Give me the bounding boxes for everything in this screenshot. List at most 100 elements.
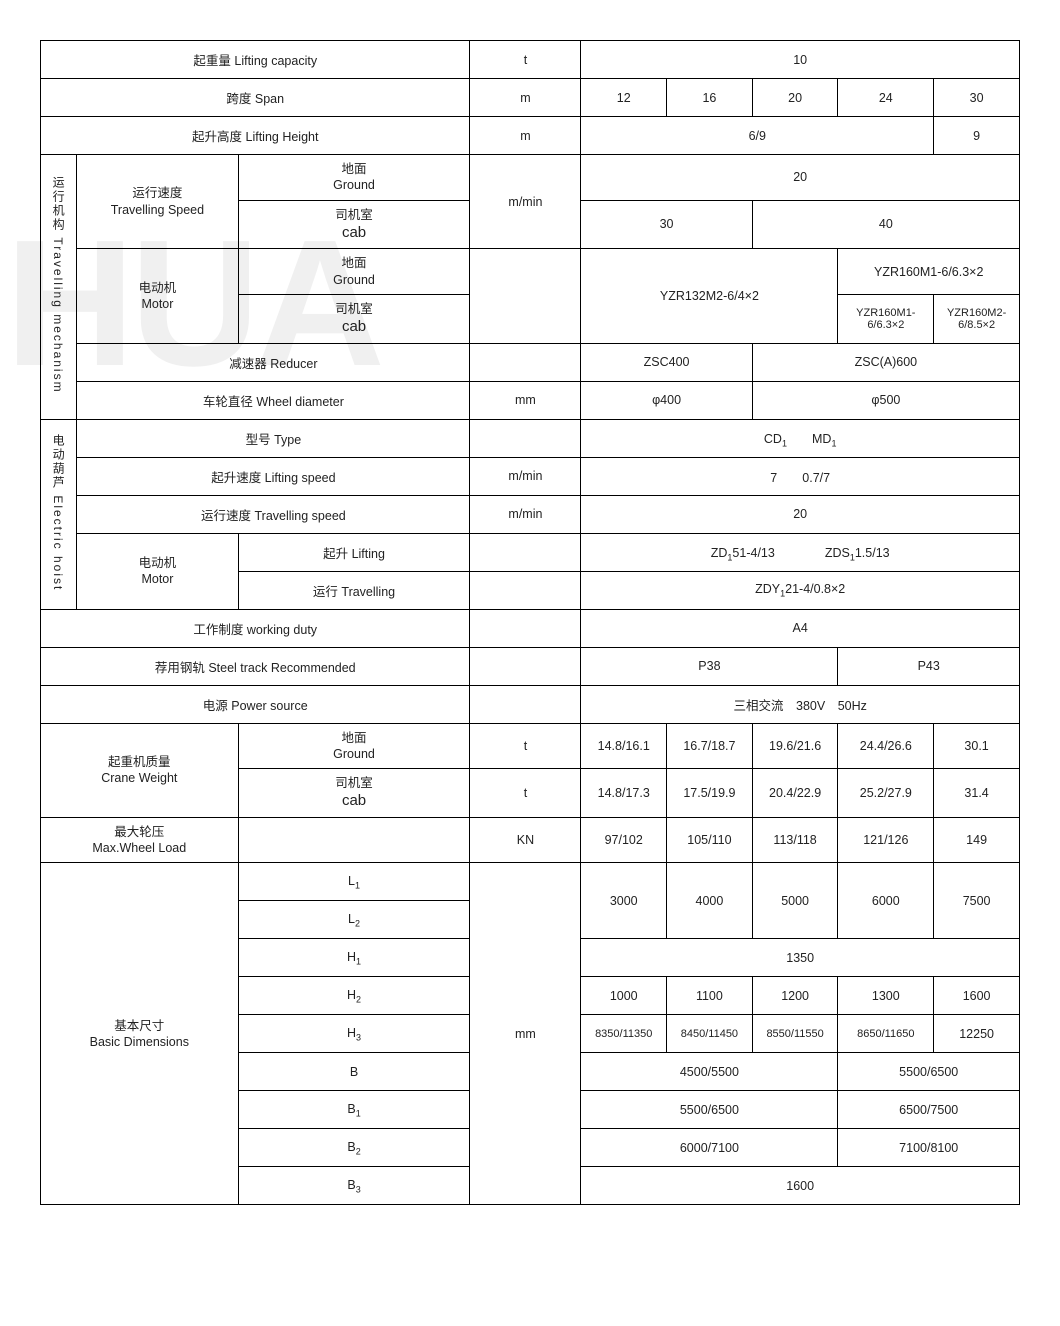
v: 8650/11650 bbox=[838, 1015, 934, 1053]
v: 97/102 bbox=[581, 817, 667, 863]
dim-B2: B2 bbox=[238, 1129, 470, 1167]
v: 20 bbox=[752, 79, 838, 117]
weight-label: 起重机质量Crane Weight bbox=[41, 723, 239, 817]
cab-label: 司机室cab bbox=[238, 294, 470, 343]
v: 4000 bbox=[667, 863, 753, 939]
wheel-d-label: 车轮直径 Wheel diameter bbox=[77, 381, 470, 419]
wheel-load-label: 最大轮压Max.Wheel Load bbox=[41, 817, 239, 863]
v: ZD151-4/13 ZDS11.5/13 bbox=[581, 533, 1020, 571]
lifting-capacity-label: 起重量 Lifting capacity bbox=[41, 41, 470, 79]
v: 24 bbox=[838, 79, 934, 117]
v: 1350 bbox=[581, 939, 1020, 977]
lift-height-label: 起升高度 Lifting Height bbox=[41, 117, 470, 155]
v: 14.8/16.1 bbox=[581, 723, 667, 769]
v: 7500 bbox=[934, 863, 1020, 939]
motor-label: 电动机Motor bbox=[77, 249, 238, 343]
v: 12250 bbox=[934, 1015, 1020, 1053]
v: 8450/11450 bbox=[667, 1015, 753, 1053]
v: 5500/6500 bbox=[581, 1091, 838, 1129]
dim-H1: H1 bbox=[238, 939, 470, 977]
v: P38 bbox=[581, 647, 838, 685]
type-label: 型号 Type bbox=[77, 419, 470, 457]
v: φ500 bbox=[752, 381, 1019, 419]
v: 1100 bbox=[667, 977, 753, 1015]
v: YZR160M2-6/8.5×2 bbox=[934, 294, 1020, 343]
v: 6500/7500 bbox=[838, 1091, 1020, 1129]
v: 6000 bbox=[838, 863, 934, 939]
blank bbox=[238, 817, 470, 863]
duty-label: 工作制度 working duty bbox=[41, 609, 470, 647]
v: 1000 bbox=[581, 977, 667, 1015]
v: 3000 bbox=[581, 863, 667, 939]
lifting-label: 起升 Lifting bbox=[238, 533, 470, 571]
v: 5500/6500 bbox=[838, 1053, 1020, 1091]
unit bbox=[470, 249, 581, 343]
v: 6/9 bbox=[581, 117, 934, 155]
unit: mm bbox=[470, 381, 581, 419]
v: ZDY121-4/0.8×2 bbox=[581, 571, 1020, 609]
unit: m/min bbox=[470, 155, 581, 249]
v: 30 bbox=[934, 79, 1020, 117]
v: 7 0.7/7 bbox=[581, 457, 1020, 495]
dim-L2: L2 bbox=[238, 901, 470, 939]
span-label: 跨度 Span bbox=[41, 79, 470, 117]
dim-B1: B1 bbox=[238, 1091, 470, 1129]
v: 113/118 bbox=[752, 817, 838, 863]
v: 31.4 bbox=[934, 769, 1020, 818]
cab-label: 司机室cab bbox=[238, 769, 470, 818]
dims-label: 基本尺寸Basic Dimensions bbox=[41, 863, 239, 1205]
unit: KN bbox=[470, 817, 581, 863]
v: 30 bbox=[581, 200, 752, 249]
unit bbox=[470, 571, 581, 609]
v: 4500/5500 bbox=[581, 1053, 838, 1091]
v: 149 bbox=[934, 817, 1020, 863]
unit: t bbox=[470, 723, 581, 769]
v: φ400 bbox=[581, 381, 752, 419]
v: 16.7/18.7 bbox=[667, 723, 753, 769]
ground-label: 地面Ground bbox=[238, 155, 470, 201]
unit bbox=[470, 647, 581, 685]
v: 8550/11550 bbox=[752, 1015, 838, 1053]
ground-label: 地面Ground bbox=[238, 249, 470, 295]
v: 6000/7100 bbox=[581, 1129, 838, 1167]
v: 30.1 bbox=[934, 723, 1020, 769]
v: 9 bbox=[934, 117, 1020, 155]
unit bbox=[470, 685, 581, 723]
v: 1600 bbox=[934, 977, 1020, 1015]
v: ZSC(A)600 bbox=[752, 343, 1019, 381]
unit bbox=[470, 419, 581, 457]
travel-mech-header: 运行机构 Travelling mechanism bbox=[41, 155, 77, 420]
v: 20 bbox=[581, 495, 1020, 533]
trav-speed2-label: 运行速度 Travelling speed bbox=[77, 495, 470, 533]
v: 20 bbox=[581, 155, 1020, 201]
v: 19.6/21.6 bbox=[752, 723, 838, 769]
v: 1600 bbox=[581, 1167, 1020, 1205]
v: 16 bbox=[667, 79, 753, 117]
v: A4 bbox=[581, 609, 1020, 647]
unit: mm bbox=[470, 863, 581, 1205]
hoist-motor-label: 电动机Motor bbox=[77, 533, 238, 609]
v: 105/110 bbox=[667, 817, 753, 863]
reducer-label: 减速器 Reducer bbox=[77, 343, 470, 381]
v: 8350/11350 bbox=[581, 1015, 667, 1053]
v: 三相交流 380V 50Hz bbox=[581, 685, 1020, 723]
hoist-header: 电动葫芦 Electric hoist bbox=[41, 419, 77, 609]
dim-H2: H2 bbox=[238, 977, 470, 1015]
dim-B: B bbox=[238, 1053, 470, 1091]
power-label: 电源 Power source bbox=[41, 685, 470, 723]
lift-speed-label: 起升速度 Lifting speed bbox=[77, 457, 470, 495]
v: YZR132M2-6/4×2 bbox=[581, 249, 838, 343]
unit: m bbox=[470, 117, 581, 155]
v: P43 bbox=[838, 647, 1020, 685]
v: 12 bbox=[581, 79, 667, 117]
v: 24.4/26.6 bbox=[838, 723, 934, 769]
dim-L1: L1 bbox=[238, 863, 470, 901]
v: 7100/8100 bbox=[838, 1129, 1020, 1167]
v: 14.8/17.3 bbox=[581, 769, 667, 818]
unit: t bbox=[470, 41, 581, 79]
v: 1200 bbox=[752, 977, 838, 1015]
v: 17.5/19.9 bbox=[667, 769, 753, 818]
unit: m bbox=[470, 79, 581, 117]
trav-speed-label: 运行速度Travelling Speed bbox=[77, 155, 238, 249]
unit bbox=[470, 533, 581, 571]
